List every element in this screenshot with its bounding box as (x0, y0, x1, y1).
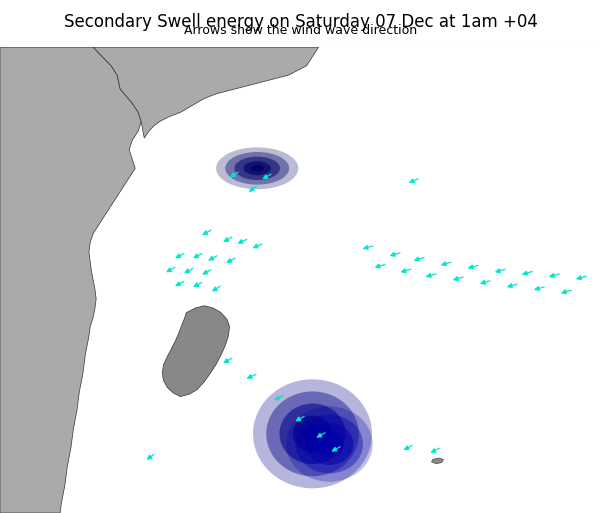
Ellipse shape (303, 425, 323, 443)
Text: Secondary Swell energy on Saturday 07 Dec at 1am +04: Secondary Swell energy on Saturday 07 De… (64, 13, 537, 31)
Ellipse shape (279, 404, 346, 464)
Ellipse shape (322, 438, 337, 450)
Ellipse shape (225, 152, 289, 185)
Polygon shape (432, 458, 444, 464)
Ellipse shape (216, 147, 298, 189)
Polygon shape (162, 306, 230, 397)
Ellipse shape (251, 165, 264, 172)
Ellipse shape (253, 379, 372, 488)
Ellipse shape (243, 161, 271, 175)
Ellipse shape (305, 423, 353, 465)
Ellipse shape (296, 415, 363, 473)
Ellipse shape (293, 416, 332, 452)
Ellipse shape (286, 406, 373, 482)
Ellipse shape (266, 391, 359, 476)
Polygon shape (0, 47, 141, 513)
Ellipse shape (315, 431, 344, 457)
Text: Arrows show the wind wave direction: Arrows show the wind wave direction (184, 24, 417, 37)
Ellipse shape (234, 156, 280, 180)
Polygon shape (93, 47, 319, 138)
